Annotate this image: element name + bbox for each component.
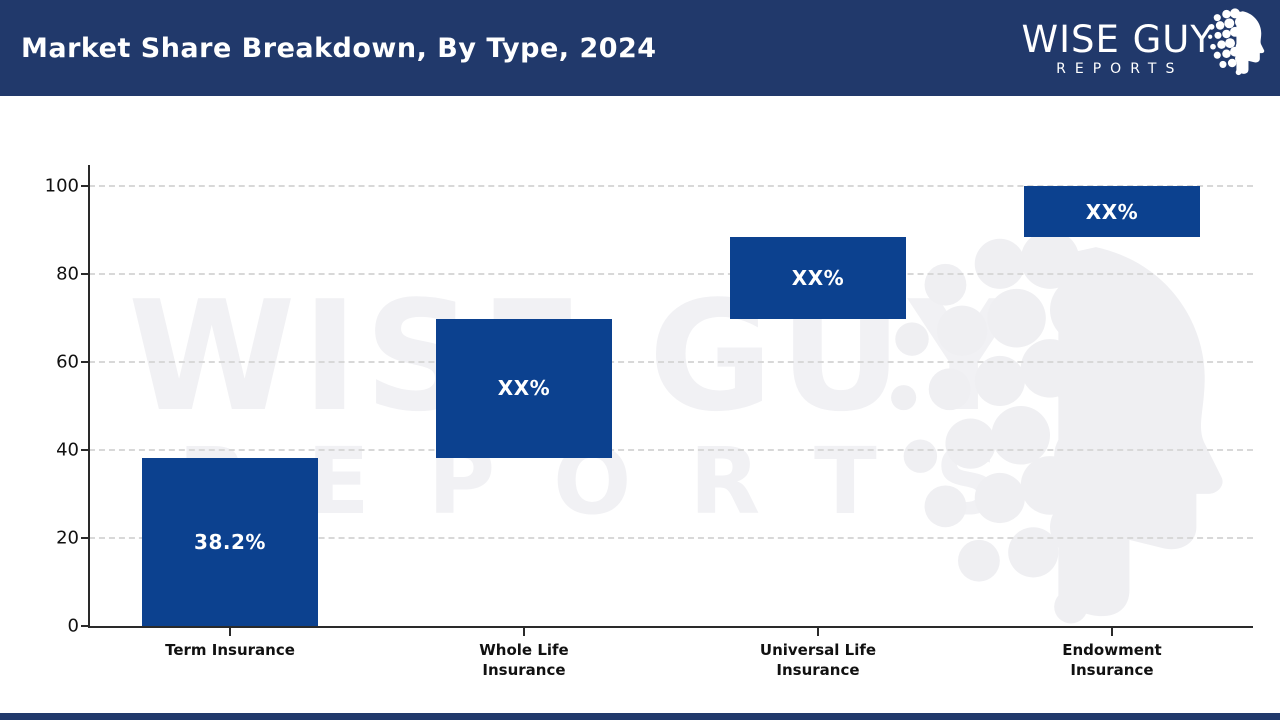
x-tick-label-endowment-insurance: Endowment Insurance xyxy=(1062,641,1162,679)
y-tick-label: 40 xyxy=(56,439,79,461)
bar-universal-life-insurance: XX% xyxy=(730,237,906,319)
y-tick-label: 80 xyxy=(56,263,79,285)
y-tick-mark xyxy=(81,449,89,451)
bar-term-insurance: 38.2% xyxy=(142,457,318,626)
brand-subname: REPORTS xyxy=(1056,60,1184,77)
y-tick-mark xyxy=(81,273,89,275)
bar-value-label: XX% xyxy=(497,376,551,401)
y-tick-label: 20 xyxy=(56,527,79,549)
brand-name: WISE GUY xyxy=(1021,17,1214,61)
x-tick-label-term-insurance: Term Insurance xyxy=(165,641,295,659)
bar-whole-life-insurance: XX% xyxy=(436,318,612,458)
brand-logo: WISE GUY REPORTS xyxy=(1021,8,1280,85)
x-tick-label-universal-life-insurance: Universal Life Insurance xyxy=(759,641,877,679)
bar-endowment-insurance: XX% xyxy=(1024,186,1200,238)
gridline-60 xyxy=(89,361,1253,363)
y-tick-label: 0 xyxy=(67,615,79,637)
x-tick-label-whole-life-insurance: Whole Life Insurance xyxy=(479,641,569,679)
y-tick-mark xyxy=(81,185,89,187)
x-axis-line xyxy=(88,626,1253,628)
bar-value-label: XX% xyxy=(1085,199,1139,224)
y-tick-mark xyxy=(81,625,89,627)
gridline-20 xyxy=(89,537,1253,539)
header-bar: Market Share Breakdown, By Type, 2024 WI… xyxy=(0,0,1280,96)
y-tick-label: 60 xyxy=(56,351,79,373)
gridline-80 xyxy=(89,273,1253,275)
y-tick-mark xyxy=(81,537,89,539)
watermark-head-icon xyxy=(891,230,1223,624)
y-tick-label: 100 xyxy=(44,175,79,197)
x-tick-mark xyxy=(523,628,525,636)
page-title: Market Share Breakdown, By Type, 2024 xyxy=(21,32,657,64)
x-tick-mark xyxy=(229,628,231,636)
gridline-100 xyxy=(89,185,1253,187)
x-tick-mark xyxy=(1111,628,1113,636)
brand-head-icon xyxy=(1208,8,1265,76)
bar-value-label: XX% xyxy=(791,265,845,290)
bar-value-label: 38.2% xyxy=(194,529,266,554)
y-tick-mark xyxy=(81,361,89,363)
gridline-40 xyxy=(89,449,1253,451)
y-axis-line xyxy=(88,165,90,628)
x-tick-mark xyxy=(817,628,819,636)
footer-bar xyxy=(0,713,1280,720)
